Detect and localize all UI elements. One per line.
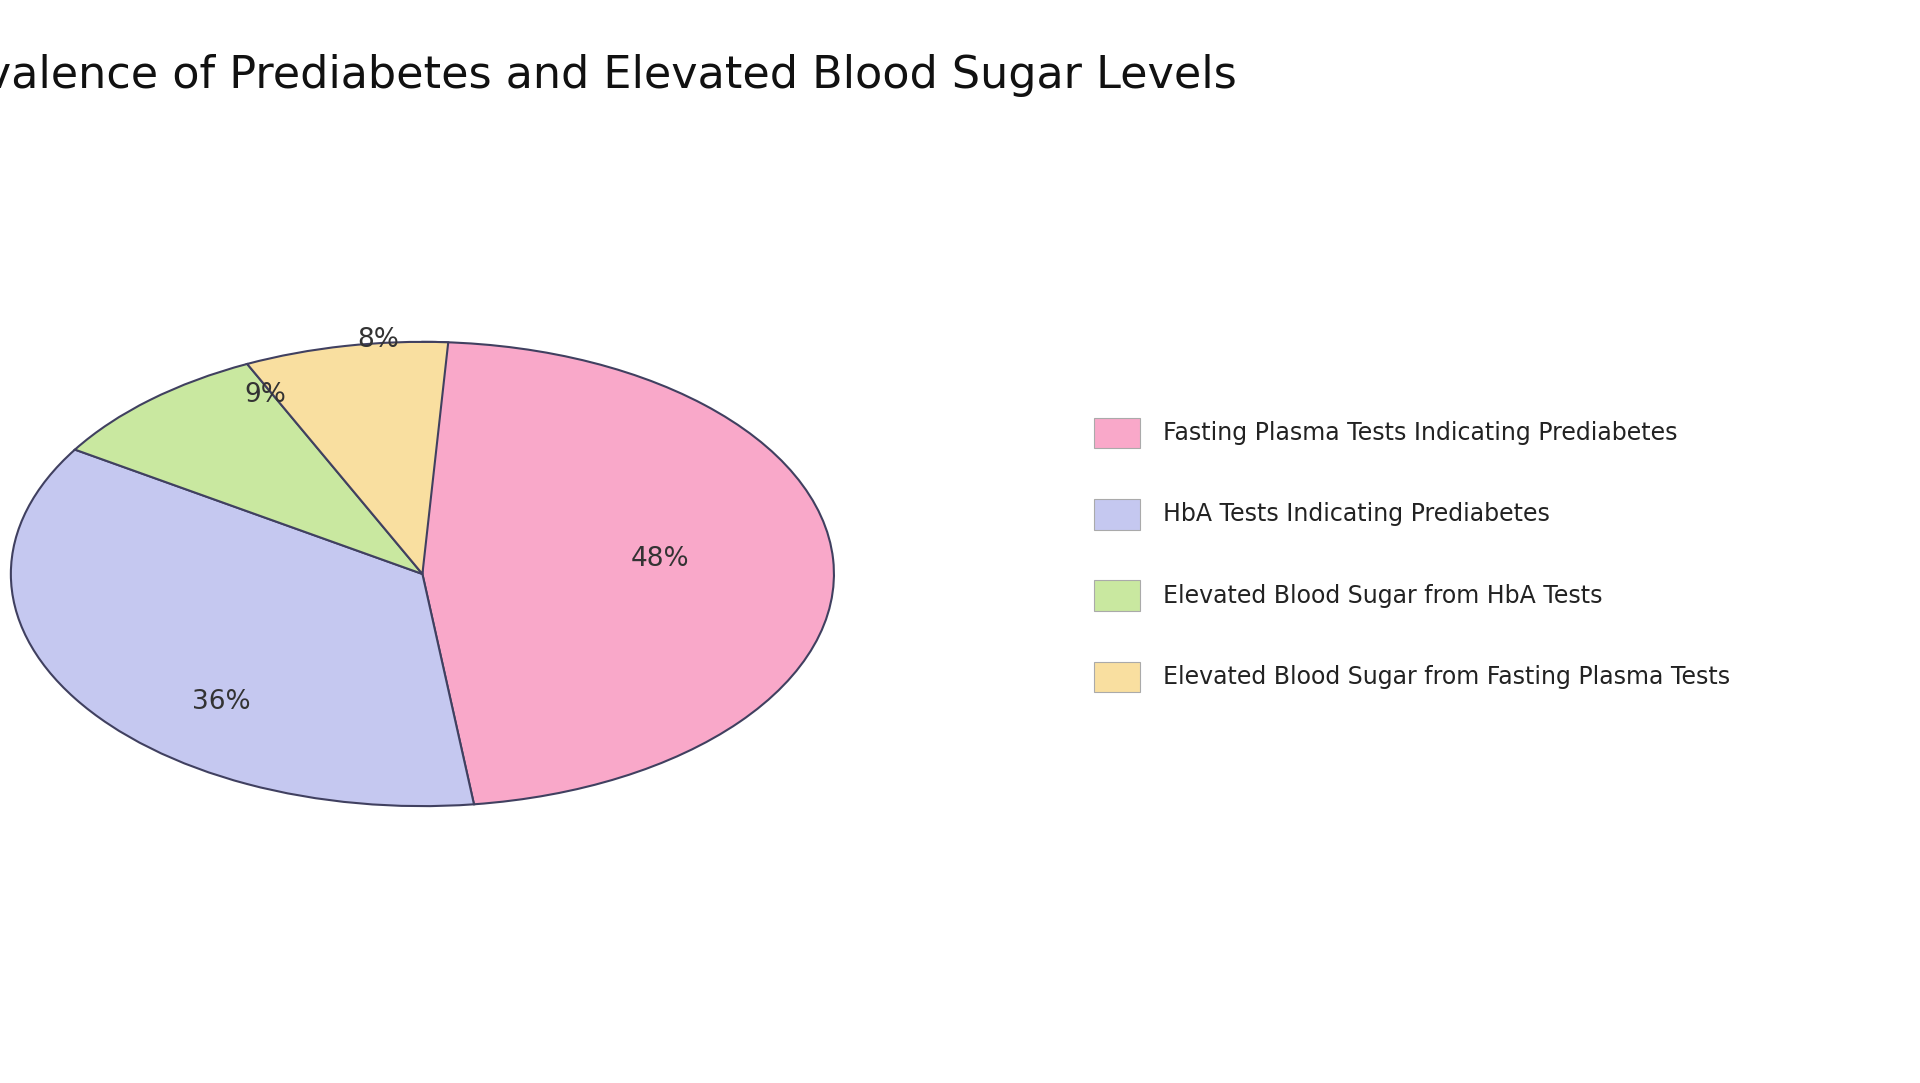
Text: Elevated Blood Sugar from Fasting Plasma Tests: Elevated Blood Sugar from Fasting Plasma… [1164, 665, 1730, 689]
Text: 36%: 36% [192, 689, 250, 715]
Text: 48%: 48% [632, 546, 689, 572]
Wedge shape [12, 449, 474, 806]
Text: Fasting Plasma Tests Indicating Prediabetes: Fasting Plasma Tests Indicating Prediabe… [1164, 421, 1678, 445]
Text: 8%: 8% [357, 327, 399, 353]
Bar [1094, 418, 1140, 448]
Text: Prevalence of Prediabetes and Elevated Blood Sugar Levels: Prevalence of Prediabetes and Elevated B… [0, 54, 1236, 97]
Wedge shape [75, 364, 422, 574]
Bar [1094, 499, 1140, 530]
Text: 9%: 9% [244, 382, 286, 408]
Bar [1094, 580, 1140, 611]
Wedge shape [422, 342, 833, 805]
Text: Elevated Blood Sugar from HbA Tests: Elevated Blood Sugar from HbA Tests [1164, 584, 1603, 608]
Bar [1094, 662, 1140, 692]
Text: HbA Tests Indicating Prediabetes: HbA Tests Indicating Prediabetes [1164, 503, 1549, 526]
Wedge shape [248, 342, 447, 574]
